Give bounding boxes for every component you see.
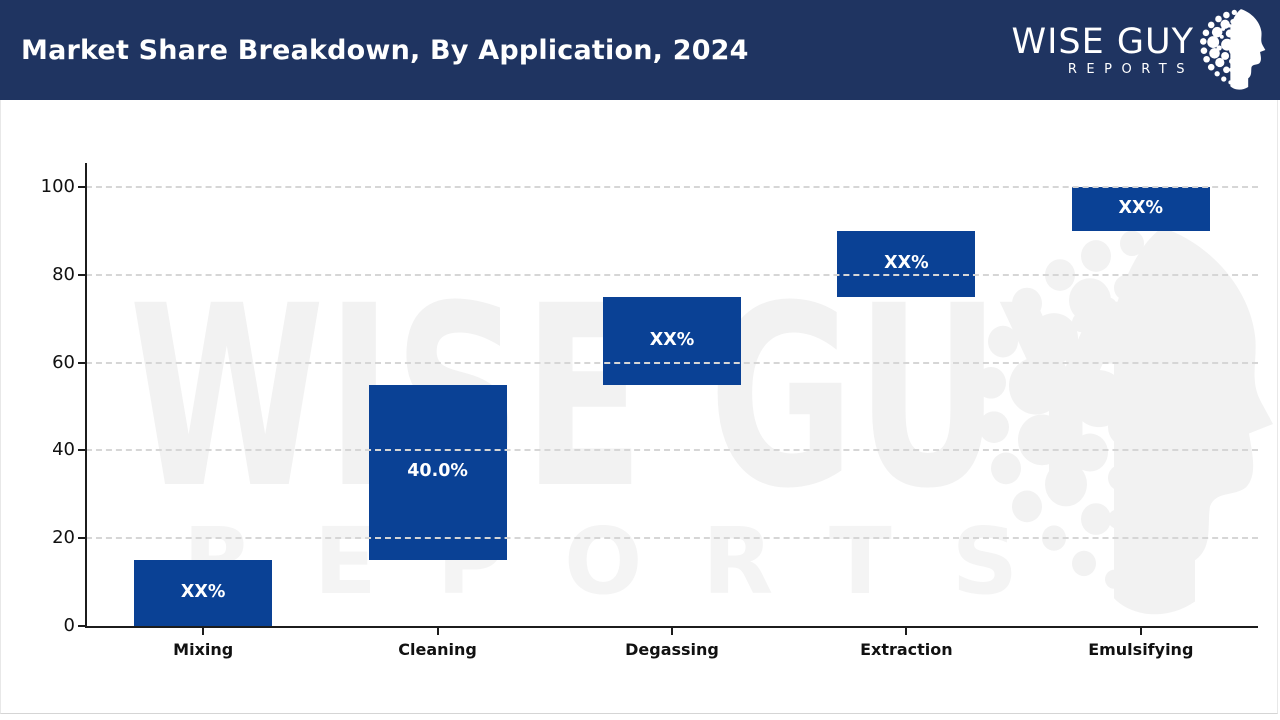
y-tick-label: 40 [52,439,75,461]
bar-value-label: XX% [649,329,695,350]
grid-line [86,186,1258,188]
bar-value-label: XX% [180,582,226,603]
x-tick-mark [905,628,908,635]
x-category-label: Extraction [860,640,953,659]
watermark-subtitle: REPORTS [183,508,1079,615]
bar-mixing [134,560,273,626]
chart-area: WISE GUY REPORTS 0 20 40 60 80 100 XX% Mixing 40… [0,100,1278,714]
logo-text: WISE GUY REPORTS [1011,24,1194,77]
bar-emulsifying [1071,187,1210,231]
y-tick-label: 0 [63,615,75,636]
x-tick-mark [436,628,439,635]
grid-line [86,361,1258,364]
y-tick-mark [78,273,86,276]
bar-value-label: 40.0% [407,461,468,482]
x-category-label: Cleaning [398,640,477,659]
y-axis-line [85,163,87,628]
grid-line [86,449,1258,452]
logo-subtitle: REPORTS [1067,61,1194,77]
y-tick-label: 80 [52,263,75,285]
y-tick-mark [78,361,86,364]
grid-line [86,273,1258,276]
bar-cleaning [368,384,507,561]
logo-wordmark: WISE GUY [1011,21,1194,62]
bar-value-label: XX% [1118,197,1164,218]
y-tick-mark [78,449,86,452]
y-tick-label: 60 [52,351,75,373]
x-category-label: Emulsifying [1088,640,1194,659]
watermark-head-icon [976,227,1273,615]
grid-line [86,537,1258,540]
head-profile-icon [1200,9,1266,90]
y-tick-label: 100 [40,176,75,197]
x-tick-mark [202,628,205,635]
page-title: Market Share Breakdown, By Application, … [21,34,749,66]
bar-extraction [837,230,976,297]
x-category-label: Mixing [173,640,234,659]
footer-bar [0,714,1280,720]
wise-guy-logo: WISE GUY REPORTS [1011,7,1280,93]
x-axis-line [85,626,1258,628]
y-tick-mark [78,625,86,627]
y-tick-mark [78,537,86,540]
x-category-label: Degassing [625,640,719,659]
bar-value-label: XX% [884,252,929,273]
y-tick-label: 20 [52,527,75,549]
bar-degassing [603,296,741,385]
x-tick-mark [671,628,673,635]
x-tick-mark [1139,628,1142,635]
y-tick-mark [78,186,86,188]
header-bar: Market Share Breakdown, By Application, … [0,0,1280,100]
